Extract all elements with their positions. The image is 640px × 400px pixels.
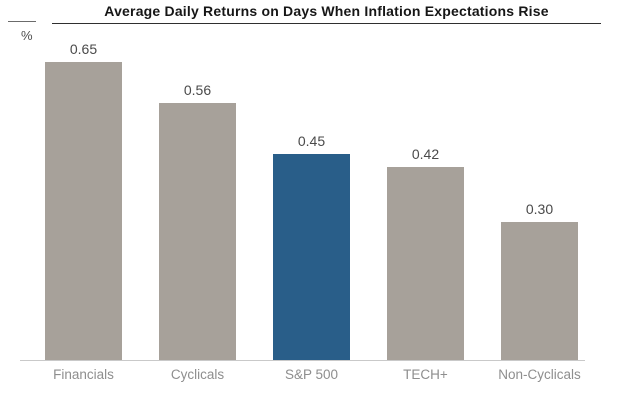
- bar-group-cyclicals: 0.56: [159, 82, 236, 360]
- chart-header: Average Daily Returns on Days When Infla…: [52, 3, 601, 24]
- plot-area: 0.65 0.56 0.45 0.42 0.30: [20, 40, 585, 361]
- bar-non-cyclicals: [501, 222, 578, 360]
- title-underline-left-segment: [8, 21, 36, 22]
- bar-value-label: 0.30: [525, 201, 554, 217]
- chart-title: Average Daily Returns on Days When Infla…: [104, 3, 549, 19]
- bar-financials: [45, 62, 122, 360]
- bar-group-tech: 0.42: [387, 146, 464, 360]
- bar-sp500: [273, 154, 350, 360]
- bar-value-label: 0.42: [411, 146, 440, 162]
- x-axis-labels: Financials Cyclicals S&P 500 TECH+ Non-C…: [20, 367, 585, 383]
- x-axis-label-cyclicals: Cyclicals: [170, 367, 225, 382]
- x-axis-label-tech: TECH+: [403, 367, 448, 382]
- bar-group-non-cyclicals: 0.30: [501, 201, 578, 360]
- y-axis-unit-label: %: [21, 28, 33, 43]
- bar-value-label: 0.65: [69, 41, 98, 57]
- x-axis-label-financials: Financials: [53, 367, 114, 382]
- bar-tech: [387, 167, 464, 360]
- bar-value-label: 0.56: [183, 82, 212, 98]
- bar-group-financials: 0.65: [45, 41, 122, 360]
- bar-group-sp500: 0.45: [273, 133, 350, 360]
- x-axis-label-sp500: S&P 500: [284, 367, 339, 382]
- x-axis-label-non-cyclicals: Non-Cyclicals: [498, 367, 581, 382]
- bar-value-label: 0.45: [297, 133, 326, 149]
- bar-cyclicals: [159, 103, 236, 360]
